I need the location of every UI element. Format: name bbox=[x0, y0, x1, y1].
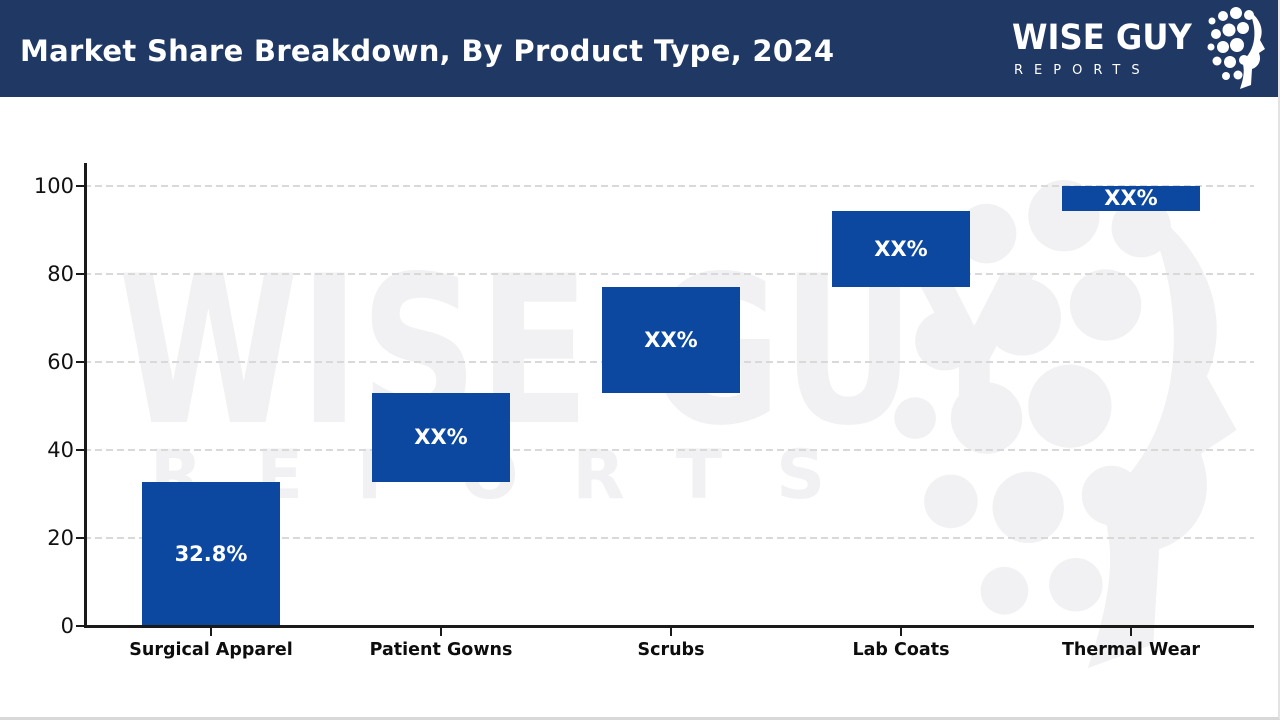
y-axis-line bbox=[84, 163, 87, 628]
y-tick-mark bbox=[76, 361, 84, 363]
y-tick-label: 80 bbox=[47, 262, 74, 286]
bar-lab-coats: XX% bbox=[832, 210, 970, 288]
bar-value-label: XX% bbox=[874, 236, 928, 261]
y-tick-label: 100 bbox=[33, 174, 74, 198]
gridline bbox=[84, 537, 1254, 539]
x-tick-mark bbox=[1130, 628, 1132, 636]
x-tick-mark bbox=[900, 628, 902, 636]
dotted-head-profile-icon bbox=[1207, 7, 1265, 89]
logo: WISE GUY REPORTS bbox=[1012, 6, 1266, 92]
bar-surgical-apparel: 32.8% bbox=[142, 481, 280, 626]
bar-value-label: XX% bbox=[1104, 186, 1158, 211]
bar-scrubs: XX% bbox=[602, 287, 740, 394]
bar-thermal-wear: XX% bbox=[1062, 186, 1200, 211]
x-tick-mark bbox=[670, 628, 672, 636]
x-category-label: Surgical Apparel bbox=[129, 640, 293, 660]
x-category-label: Lab Coats bbox=[852, 640, 950, 660]
bar-value-label: XX% bbox=[414, 425, 468, 450]
x-tick-mark bbox=[210, 628, 212, 636]
x-axis-line bbox=[84, 625, 1254, 628]
gridline bbox=[84, 273, 1254, 275]
page-title: Market Share Breakdown, By Product Type,… bbox=[20, 34, 835, 68]
x-category-label: Thermal Wear bbox=[1061, 640, 1201, 660]
x-category-label: Patient Gowns bbox=[369, 640, 513, 660]
header-bar: Market Share Breakdown, By Product Type,… bbox=[0, 0, 1280, 97]
logo-wordmark: WISE GUY bbox=[1012, 18, 1192, 58]
y-tick-mark bbox=[76, 625, 84, 627]
x-category-label: Scrubs bbox=[637, 640, 705, 660]
bar-patient-gowns: XX% bbox=[372, 393, 510, 482]
bar-value-label: 32.8% bbox=[174, 541, 248, 566]
y-tick-mark bbox=[76, 537, 84, 539]
y-tick-mark bbox=[76, 273, 84, 275]
gridline bbox=[84, 449, 1254, 451]
y-tick-label: 20 bbox=[47, 526, 74, 550]
logo-subtext: REPORTS bbox=[1014, 63, 1151, 78]
y-tick-label: 60 bbox=[47, 350, 74, 374]
y-tick-mark bbox=[76, 185, 84, 187]
bar-value-label: XX% bbox=[644, 328, 698, 353]
y-tick-mark bbox=[76, 449, 84, 451]
y-tick-label: 40 bbox=[47, 438, 74, 462]
y-tick-label: 0 bbox=[60, 614, 74, 638]
x-tick-mark bbox=[440, 628, 442, 636]
gridline bbox=[84, 185, 1254, 187]
